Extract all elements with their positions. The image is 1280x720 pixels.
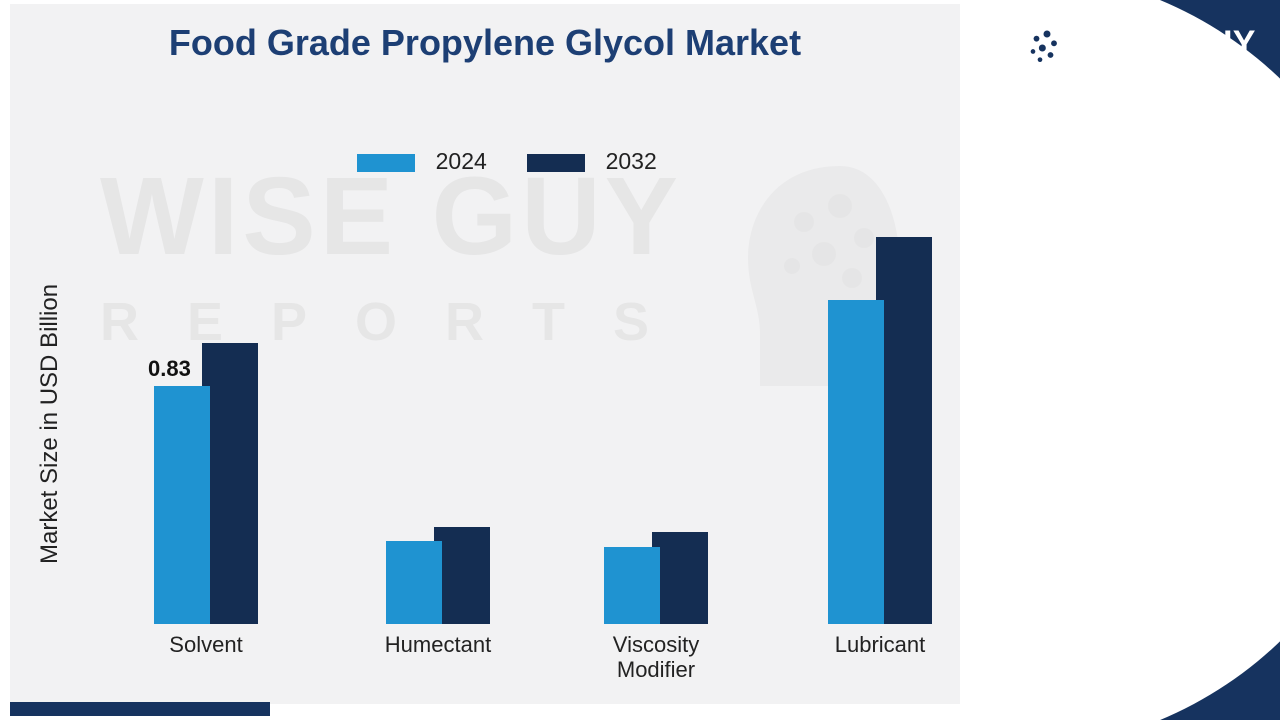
bar [434,527,490,624]
legend-label-2032: 2032 [606,148,657,174]
page-root: WISE GUY REPORTS Food Grade Propylene Gl… [0,0,1280,720]
bar [604,547,660,624]
bar [202,343,258,624]
bar [154,386,210,624]
logo-head-icon [1010,20,1070,90]
bottom-accent-bar [10,702,270,716]
legend-label-2024: 2024 [436,148,487,174]
brand-logo: WISE GUY REPORTS [1071,26,1256,82]
bar-group: ViscosityModifier [604,194,708,624]
chart-title: Food Grade Propylene Glycol Market [10,22,960,64]
brand-main: WISE GUY [1071,26,1256,60]
legend-swatch-2032 [527,154,585,172]
x-axis-label: Humectant [338,632,538,657]
x-axis-label: ViscosityModifier [556,632,756,683]
bar-value-label: 0.83 [148,356,191,382]
bar [386,541,442,624]
chart-legend: 2024 2032 [10,148,970,175]
plot-area: Solvent Humectant ViscosityModifier Lubrica… [110,194,940,624]
x-axis-label: Lubricant [780,632,980,657]
bar [652,532,708,624]
legend-swatch-2024 [357,154,415,172]
y-axis-label: Market Size in USD Billion [36,284,64,564]
brand-sub: REPORTS [1071,64,1256,82]
bar [828,300,884,624]
x-axis-label: Solvent [106,632,306,657]
bar-group: Lubricant [828,194,932,624]
bar [876,237,932,624]
chart-panel: WISE GUY REPORTS Food Grade Propylene Gl… [10,4,960,704]
bar-group: Humectant [386,194,490,624]
bar-group: Solvent [154,194,258,624]
